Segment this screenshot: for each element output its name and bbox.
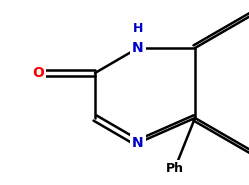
Text: O: O — [32, 66, 44, 80]
Text: H: H — [133, 21, 143, 34]
Text: N: N — [132, 41, 144, 55]
Text: Ph: Ph — [166, 162, 184, 174]
Text: H: H — [133, 21, 143, 34]
Text: O: O — [32, 66, 44, 80]
Text: N: N — [132, 136, 144, 150]
Text: N: N — [132, 136, 144, 150]
Text: N: N — [132, 41, 144, 55]
Text: Ph: Ph — [166, 162, 184, 174]
